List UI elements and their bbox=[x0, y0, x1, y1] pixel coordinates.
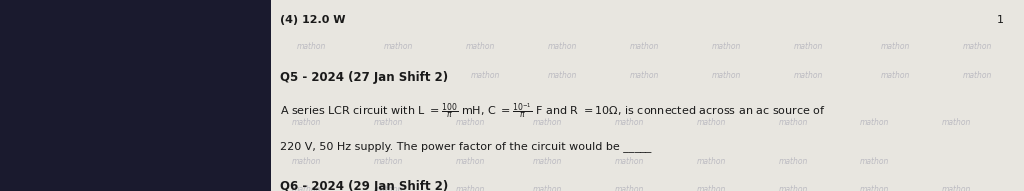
Text: mathon: mathon bbox=[532, 185, 562, 191]
Text: mathon: mathon bbox=[712, 71, 741, 80]
Text: mathon: mathon bbox=[963, 42, 992, 51]
Text: mathon: mathon bbox=[778, 118, 808, 127]
Text: mathon: mathon bbox=[630, 42, 659, 51]
Text: mathon: mathon bbox=[860, 118, 890, 127]
Text: mathon: mathon bbox=[696, 185, 726, 191]
Text: mathon: mathon bbox=[456, 118, 485, 127]
Text: mathon: mathon bbox=[456, 185, 485, 191]
Text: mathon: mathon bbox=[778, 185, 808, 191]
Text: Q6 - 2024 (29 Jan Shift 2): Q6 - 2024 (29 Jan Shift 2) bbox=[280, 180, 447, 191]
Text: mathon: mathon bbox=[374, 185, 403, 191]
Text: mathon: mathon bbox=[292, 118, 322, 127]
Text: mathon: mathon bbox=[794, 71, 823, 80]
Text: Q5 - 2024 (27 Jan Shift 2): Q5 - 2024 (27 Jan Shift 2) bbox=[280, 71, 447, 84]
Text: mathon: mathon bbox=[548, 71, 578, 80]
Text: mathon: mathon bbox=[297, 42, 327, 51]
Text: mathon: mathon bbox=[881, 42, 910, 51]
Text: (4) 12.0 W: (4) 12.0 W bbox=[280, 15, 345, 25]
Text: mathon: mathon bbox=[614, 185, 644, 191]
Text: mathon: mathon bbox=[881, 71, 910, 80]
Text: mathon: mathon bbox=[630, 71, 659, 80]
Text: mathon: mathon bbox=[778, 157, 808, 166]
Text: mathon: mathon bbox=[696, 118, 726, 127]
Text: mathon: mathon bbox=[532, 118, 562, 127]
Text: A series LCR circuit with L $= \frac{100}{\pi}$ mH, C $= \frac{10^{-1}}{\pi}$ F : A series LCR circuit with L $= \frac{100… bbox=[280, 101, 825, 120]
FancyBboxPatch shape bbox=[271, 0, 1024, 191]
Text: mathon: mathon bbox=[860, 185, 890, 191]
Text: mathon: mathon bbox=[292, 157, 322, 166]
Text: mathon: mathon bbox=[942, 185, 972, 191]
Text: mathon: mathon bbox=[963, 71, 992, 80]
Text: mathon: mathon bbox=[532, 157, 562, 166]
Text: mathon: mathon bbox=[614, 157, 644, 166]
Text: mathon: mathon bbox=[696, 157, 726, 166]
Text: mathon: mathon bbox=[374, 118, 403, 127]
Text: mathon: mathon bbox=[614, 118, 644, 127]
Text: mathon: mathon bbox=[384, 42, 414, 51]
Text: mathon: mathon bbox=[860, 157, 890, 166]
Text: 220 V, 50 Hz supply. The power factor of the circuit would be _____: 220 V, 50 Hz supply. The power factor of… bbox=[280, 141, 651, 152]
Text: mathon: mathon bbox=[712, 42, 741, 51]
Text: mathon: mathon bbox=[292, 185, 322, 191]
Text: mathon: mathon bbox=[466, 42, 496, 51]
Text: 1: 1 bbox=[996, 15, 1004, 25]
Text: mathon: mathon bbox=[548, 42, 578, 51]
Text: mathon: mathon bbox=[794, 42, 823, 51]
Text: mathon: mathon bbox=[456, 157, 485, 166]
Text: mathon: mathon bbox=[374, 157, 403, 166]
Text: mathon: mathon bbox=[471, 71, 501, 80]
Text: mathon: mathon bbox=[942, 118, 972, 127]
